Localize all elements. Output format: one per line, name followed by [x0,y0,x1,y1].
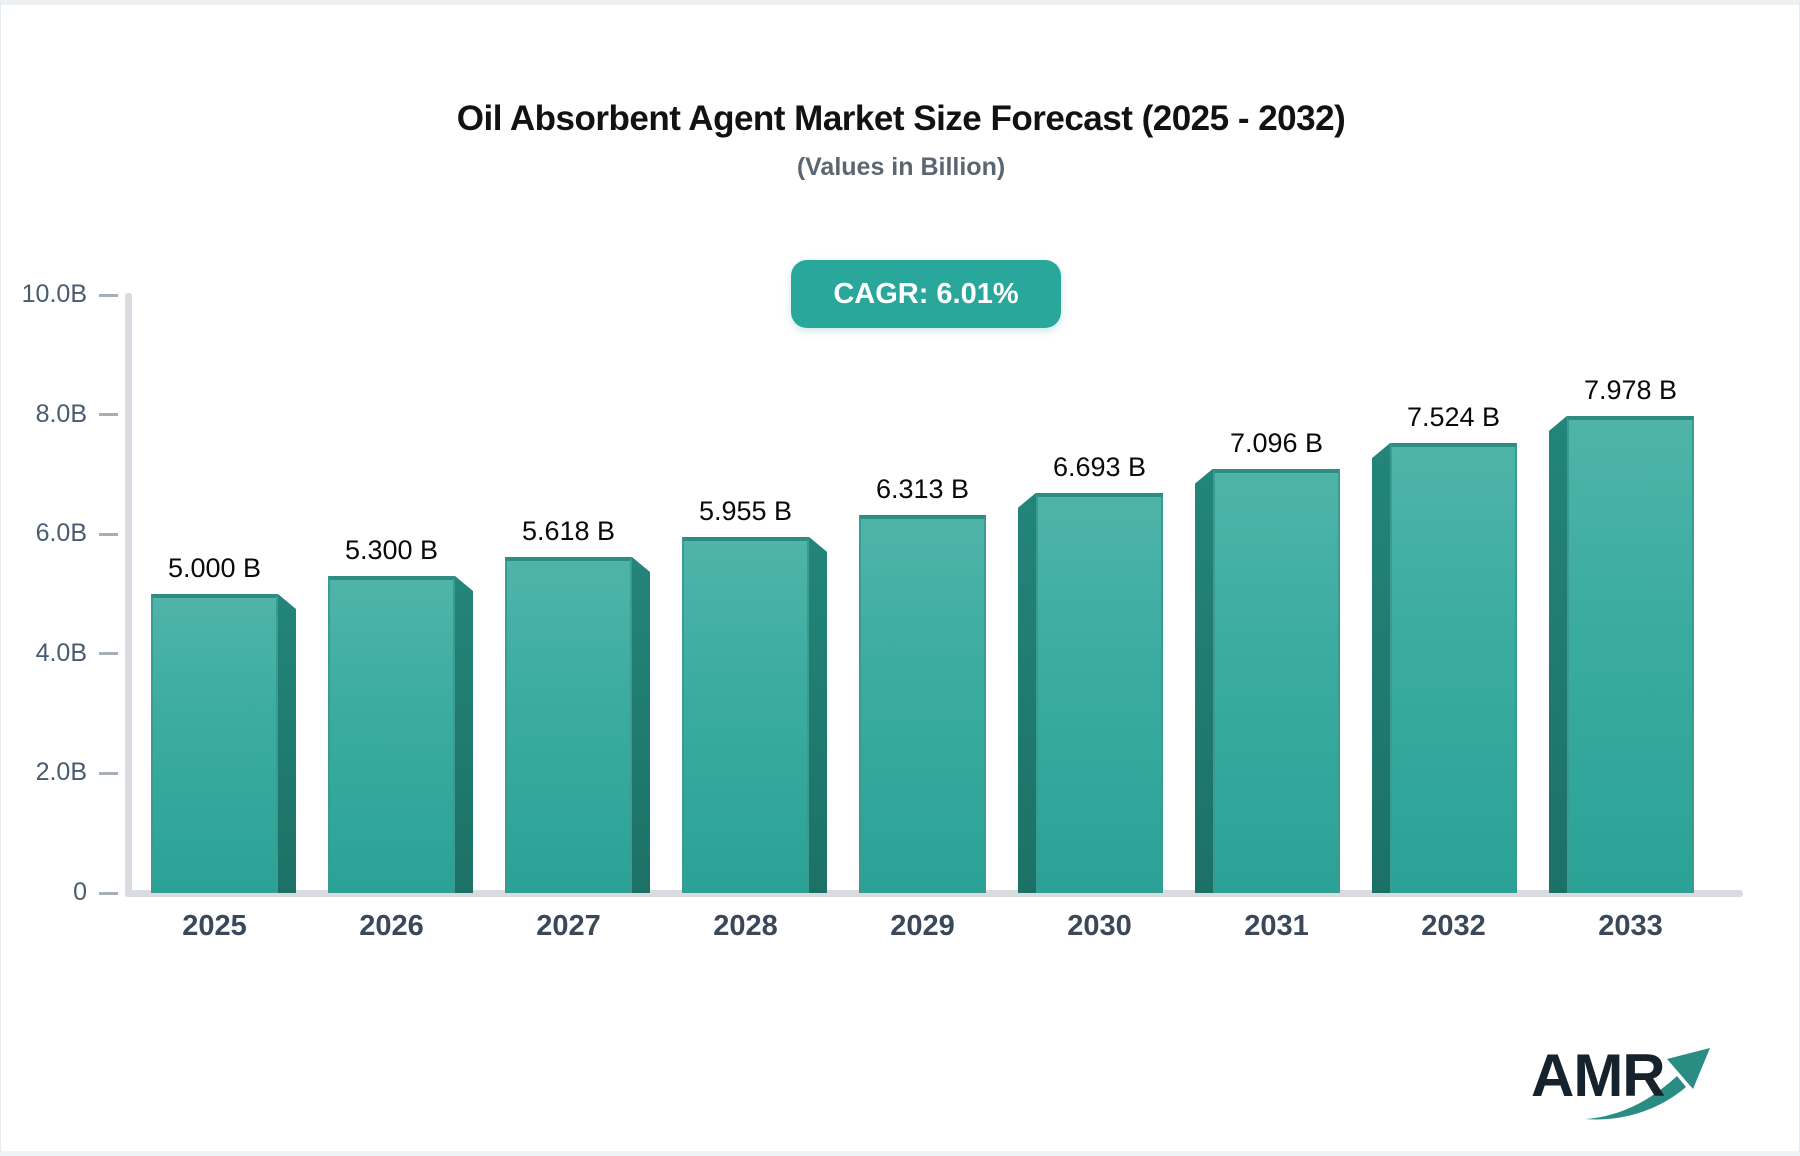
bar-value-label: 7.524 B [1406,402,1501,433]
x-axis-label: 2025 [182,910,247,942]
bar-value-label: 5.955 B [698,495,793,526]
y-axis-tick-label: 4.0B [35,638,87,667]
bar-2032 [1390,443,1517,893]
bar-value-label: 5.300 B [344,535,439,566]
y-axis-tick [99,413,118,417]
chart-title: Oil Absorbent Agent Market Size Forecast… [456,99,1346,138]
bar-2030 [1036,492,1163,893]
bar-side-2028 [809,536,827,893]
bar-value-label: 5.000 B [167,553,262,583]
bar-2031 [1213,468,1340,893]
trend-up-arrow-icon [1585,1048,1710,1120]
bar-side-2027 [632,557,650,893]
bar-2033 [1567,415,1694,893]
bar-value-label: 5.618 B [521,516,616,547]
bar-value-label: 6.313 B [875,474,970,505]
bar-side-2030 [1018,492,1036,893]
bar-side-2032 [1372,443,1390,893]
amr-logo-text: AMR [1531,1042,1666,1109]
bar-2029 [859,515,986,893]
bar-2025 [151,594,278,893]
y-axis-tick-label: 10.0B [21,280,87,308]
x-axis-label: 2029 [890,910,955,942]
x-axis-label: 2031 [1244,910,1309,942]
y-axis-tick [99,771,118,775]
y-axis-line [125,293,132,897]
x-axis-label: 2032 [1421,910,1486,942]
bar-2027 [505,557,632,893]
x-axis-label: 2030 [1067,910,1132,942]
bar-2026 [328,576,455,893]
bar-value-label: 6.693 B [1052,451,1147,482]
bar-side-2026 [455,576,473,893]
chart-subtitle: (Values in Billion) [796,153,1006,181]
y-axis-tick-label: 6.0B [35,519,87,548]
y-axis-tick [99,891,118,895]
bar-side-2033 [1549,415,1567,893]
bar-side-2031 [1195,468,1213,893]
bar-value-label: 7.978 B [1583,374,1678,405]
amr-logo: AMR [1531,1035,1731,1125]
x-axis-label: 2026 [359,910,424,942]
y-axis-tick [99,293,118,297]
x-axis-label: 2028 [713,910,778,942]
y-axis-tick-label: 0 [73,878,87,906]
x-axis-line [125,890,1743,897]
y-axis-tick [99,532,118,536]
x-axis-label: 2033 [1598,910,1663,942]
bar-side-2025 [278,594,296,893]
y-axis-tick-label: 2.0B [35,758,87,787]
x-axis-label: 2027 [536,910,601,942]
cagr-badge: CAGR: 6.01% [791,260,1061,328]
y-axis-tick-label: 8.0B [35,399,87,428]
y-axis-tick [99,652,118,656]
bar-value-label: 7.096 B [1229,427,1324,458]
cagr-badge-label: CAGR: 6.01% [833,277,1019,310]
bar-2028 [682,536,809,893]
